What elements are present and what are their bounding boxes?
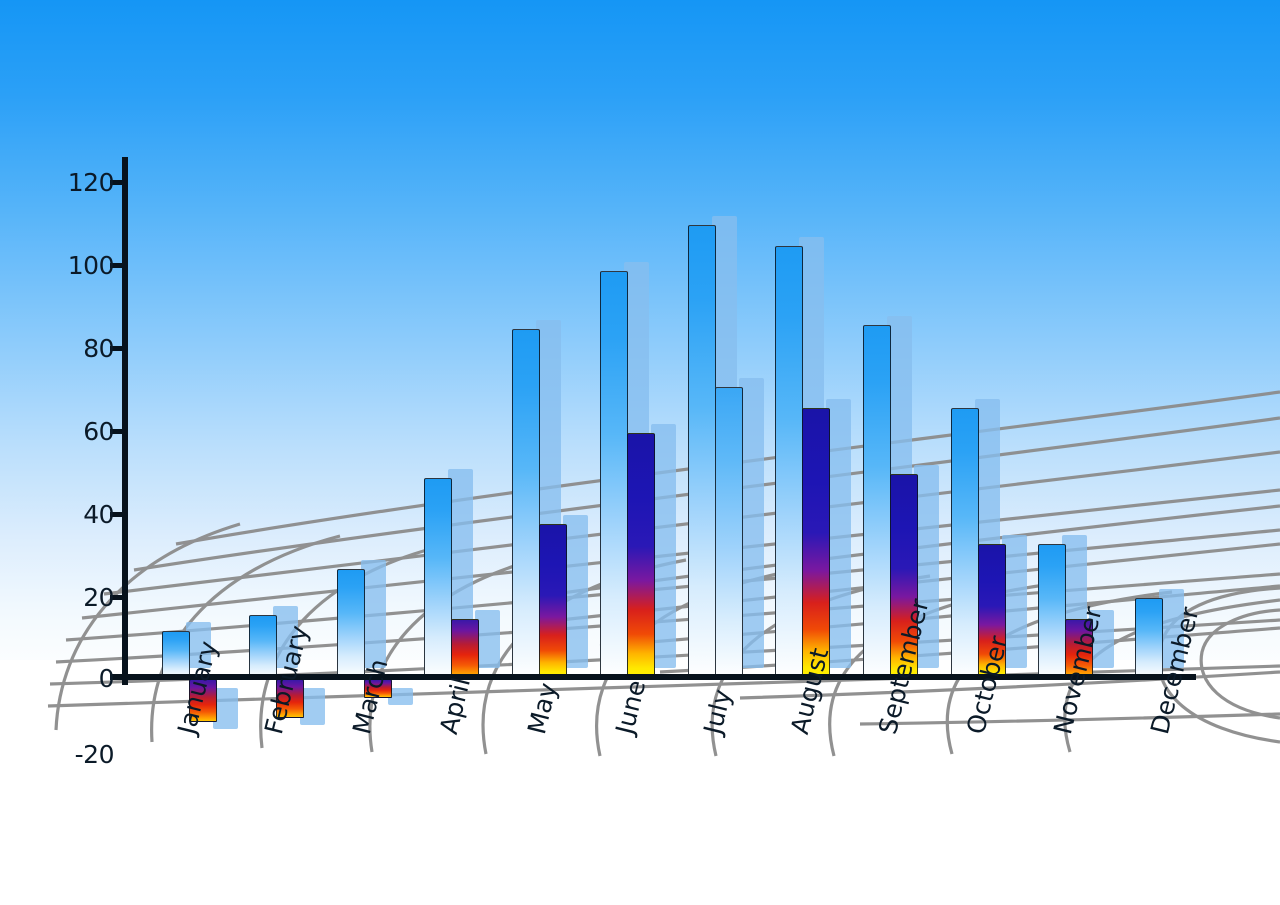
bar-march-series1	[337, 560, 386, 679]
bar-january-series2	[189, 679, 238, 730]
bar-november-series1	[1038, 535, 1087, 679]
bar-body	[775, 246, 803, 679]
bar-body	[627, 432, 655, 679]
bar-shadow	[186, 622, 211, 668]
y-tick-mark-100	[110, 263, 124, 268]
bar-body	[424, 478, 452, 679]
bar-june-series2	[627, 423, 676, 679]
bar-body	[249, 614, 277, 679]
y-tick-label-20: 20	[83, 583, 114, 612]
y-tick-label-100: 100	[67, 251, 115, 280]
bar-shadow	[1159, 589, 1184, 668]
bar-march-series2	[364, 679, 413, 705]
bar-september-series1	[863, 315, 912, 679]
bar-body	[802, 407, 830, 679]
bar-shadow	[300, 688, 325, 726]
bar-shadow	[651, 423, 676, 668]
bar-body	[1065, 618, 1093, 679]
bar-november-series2	[1065, 609, 1114, 679]
y-tick-label-neg20: -20	[74, 740, 115, 769]
x-label-april: April	[434, 674, 476, 738]
bar-shadow	[361, 560, 386, 668]
y-tick-mark-20	[110, 595, 124, 600]
bar-august-series1	[775, 237, 824, 679]
y-axis-line	[122, 157, 128, 685]
bar-january-series1	[162, 622, 211, 679]
bar-body	[1038, 544, 1066, 679]
y-tick-label-0: 0	[98, 664, 115, 693]
y-tick-label-60: 60	[83, 417, 114, 446]
bar-february-series1	[249, 605, 298, 679]
bar-shadow	[914, 464, 939, 668]
bar-body	[688, 225, 716, 679]
y-tick-mark-60	[110, 429, 124, 434]
bar-shadow	[1002, 535, 1027, 668]
bar-shadow	[213, 688, 238, 730]
y-tick-label-40: 40	[83, 500, 114, 529]
x-label-june: June	[610, 677, 652, 738]
y-tick-label-80: 80	[83, 334, 114, 363]
bar-shadow	[475, 609, 500, 668]
bar-body	[890, 473, 918, 679]
bar-may-series1	[512, 319, 561, 679]
bar-july-series2	[715, 377, 764, 679]
bar-body	[863, 324, 891, 679]
x-label-july: July	[698, 686, 738, 738]
bar-may-series2	[539, 514, 588, 679]
bar-shadow	[388, 688, 413, 705]
y-tick-mark-80	[110, 346, 124, 351]
bar-october-series1	[951, 398, 1000, 679]
bar-body	[715, 386, 743, 679]
y-tick-mark-120	[110, 180, 124, 185]
bar-body	[451, 618, 479, 679]
y-tick-mark-40	[110, 512, 124, 517]
bar-body	[276, 679, 304, 719]
x-label-may: May	[522, 679, 563, 738]
bar-april-series1	[424, 469, 473, 679]
bar-body	[1135, 598, 1163, 679]
bar-shadow	[739, 377, 764, 668]
bar-february-series2	[276, 679, 325, 726]
bar-shadow	[563, 514, 588, 668]
bar-shadow	[1089, 609, 1114, 668]
bar-shadow	[826, 398, 851, 668]
bar-september-series2	[890, 464, 939, 679]
bar-body	[600, 270, 628, 679]
bar-body	[337, 569, 365, 679]
bar-june-series1	[600, 261, 649, 679]
bar-april-series2	[451, 609, 500, 679]
bar-august-series2	[802, 398, 851, 679]
y-tick-label-120: 120	[67, 168, 115, 197]
bar-shadow	[273, 605, 298, 668]
bar-body	[951, 407, 979, 679]
bar-december-series1	[1135, 589, 1184, 679]
bar-body	[539, 523, 567, 679]
x-axis-line	[110, 674, 1196, 680]
bar-body	[512, 328, 540, 679]
bar-july-series1	[688, 216, 737, 679]
